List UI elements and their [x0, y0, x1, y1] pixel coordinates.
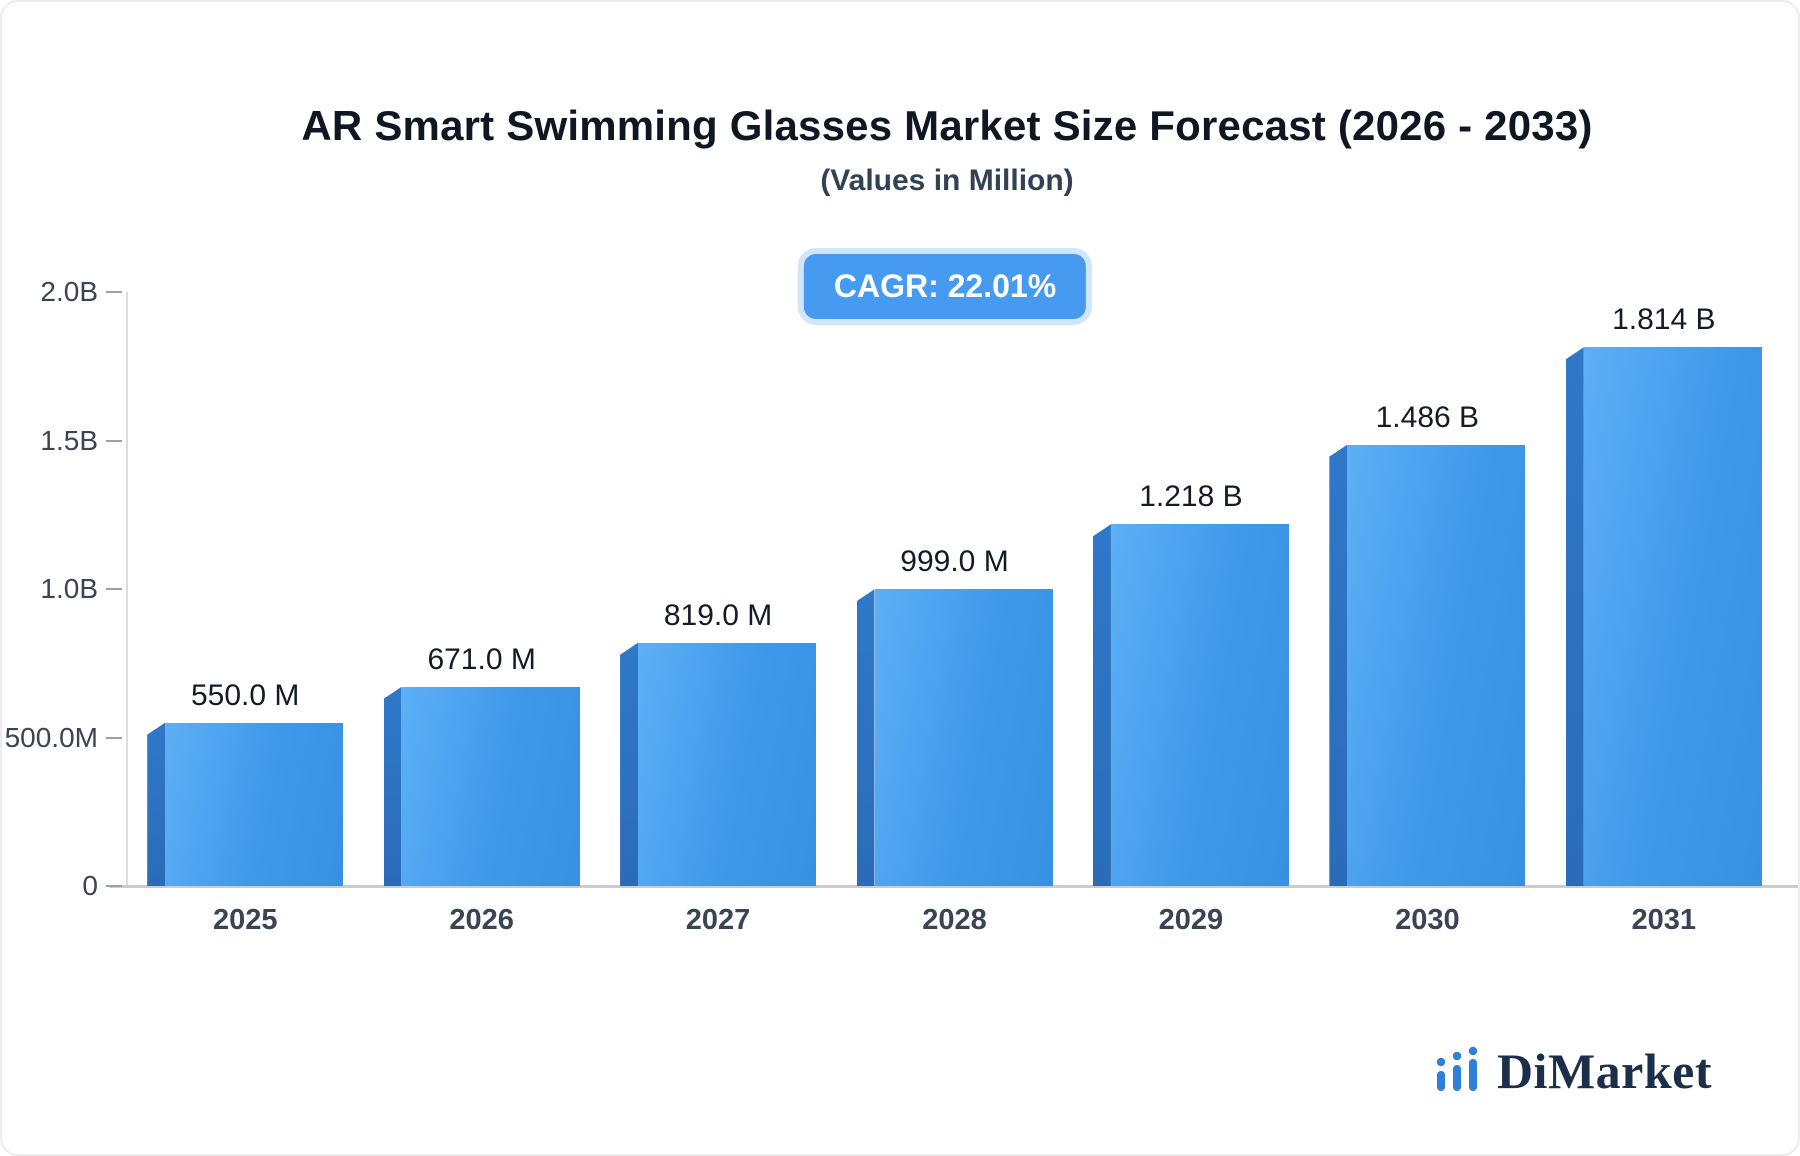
y-axis-tick [106, 291, 122, 293]
x-axis-label: 2026 [449, 904, 514, 936]
bar [1110, 524, 1289, 886]
y-axis-tick-label: 2.0B [40, 276, 98, 307]
bar-value-label: 1.814 B [1612, 303, 1716, 337]
y-axis-tick-label: 500.0M [4, 721, 98, 753]
x-axis-line [110, 885, 1798, 888]
bar-value-label: 671.0 M [427, 642, 536, 676]
bar-value-label: 819.0 M [663, 598, 773, 632]
bar-3d-side [1565, 347, 1584, 886]
bar-value-label: 550.0 M [191, 678, 300, 712]
y-axis-tick-label: 1.5B [40, 424, 98, 456]
x-axis-label: 2031 [1631, 904, 1697, 936]
bar-3d-side [856, 589, 875, 886]
bar [874, 589, 1053, 886]
y-axis-tick [106, 439, 122, 442]
bar-3d-side [383, 686, 402, 886]
x-axis-label: 2027 [685, 904, 751, 936]
bar-value-label: 1.218 B [1139, 480, 1243, 514]
bar [1583, 347, 1762, 886]
bar [165, 722, 344, 886]
bar-3d-side [147, 722, 166, 886]
bar-value-label: 1.486 B [1375, 400, 1480, 434]
x-axis-label: 2028 [922, 904, 987, 936]
bar-chart-icon [1436, 1046, 1478, 1091]
y-axis-tick [106, 885, 122, 887]
bar [638, 642, 817, 886]
bar-3d-side [1092, 524, 1111, 886]
cagr-badge: CAGR: 22.01% [803, 254, 1087, 319]
brand-logo: DiMarket [1431, 1042, 1712, 1100]
x-axis-label: 2029 [1158, 904, 1224, 936]
brand-logo-text: DiMarket [1496, 1043, 1712, 1099]
chart-title: AR Smart Swimming Glasses Market Size Fo… [301, 102, 1593, 149]
bar [401, 686, 580, 886]
y-axis-line [126, 292, 128, 886]
x-axis-label: 2030 [1395, 904, 1460, 936]
y-axis-tick-label: 1.0B [40, 573, 98, 604]
bar-3d-side [620, 642, 639, 886]
y-axis-tick [106, 588, 122, 590]
y-axis-tick [106, 736, 122, 739]
y-axis-tick-label: 0 [82, 870, 98, 901]
bar [1347, 444, 1526, 886]
bar-3d-side [1329, 444, 1348, 886]
x-axis-label: 2025 [212, 904, 278, 936]
bar-value-label: 999.0 M [900, 545, 1009, 579]
chart-subtitle: (Values in Million) [820, 164, 1074, 197]
